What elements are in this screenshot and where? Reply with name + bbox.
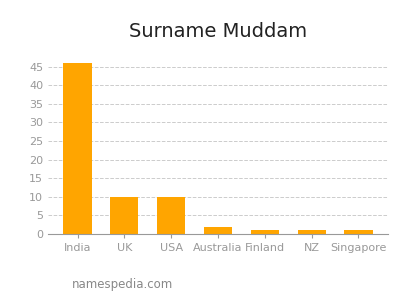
Bar (157, 197, 185, 234)
Bar (110, 197, 138, 234)
Bar (251, 230, 279, 234)
Bar (298, 230, 326, 234)
Title: Surname Muddam: Surname Muddam (129, 22, 307, 41)
Bar (344, 230, 372, 234)
Bar (64, 63, 92, 234)
Bar (204, 226, 232, 234)
Text: namespedia.com: namespedia.com (72, 278, 173, 291)
